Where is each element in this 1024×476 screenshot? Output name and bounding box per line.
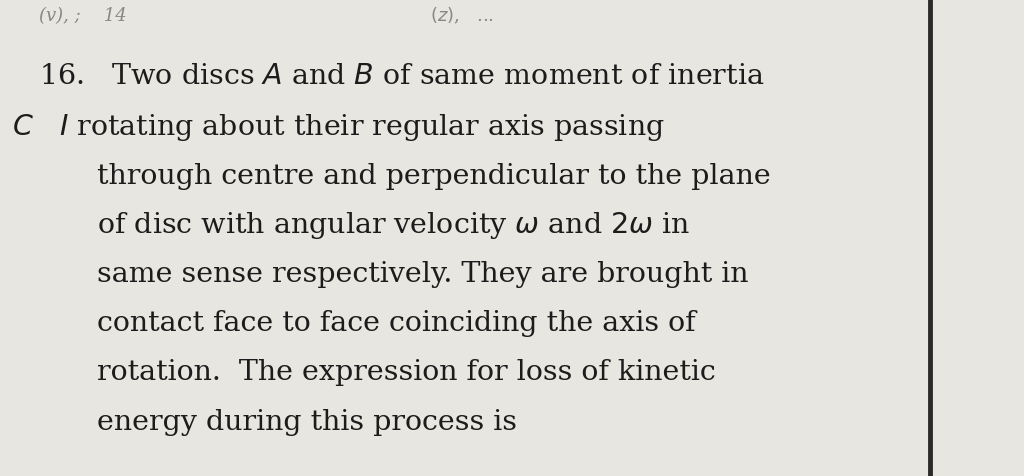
Text: energy during this process is: energy during this process is xyxy=(97,408,517,435)
Text: same sense respectively. They are brought in: same sense respectively. They are brough… xyxy=(97,260,749,288)
Text: $(z)$,   ...: $(z)$, ... xyxy=(430,6,494,26)
Text: rotation.  The expression for loss of kinetic: rotation. The expression for loss of kin… xyxy=(97,359,716,386)
Text: 16.   Two discs $A$ and $B$ of same moment of inertia: 16. Two discs $A$ and $B$ of same moment… xyxy=(39,63,764,90)
Text: $\mathit{C}$   $I$ rotating about their regular axis passing: $\mathit{C}$ $I$ rotating about their re… xyxy=(12,111,666,142)
Text: through centre and perpendicular to the plane: through centre and perpendicular to the … xyxy=(97,162,771,189)
Text: contact face to face coinciding the axis of: contact face to face coinciding the axis… xyxy=(97,309,696,337)
Text: (v), ;    14: (v), ; 14 xyxy=(39,7,127,25)
Text: of disc with angular velocity $\omega$ and $2\omega$ in: of disc with angular velocity $\omega$ a… xyxy=(97,209,690,240)
